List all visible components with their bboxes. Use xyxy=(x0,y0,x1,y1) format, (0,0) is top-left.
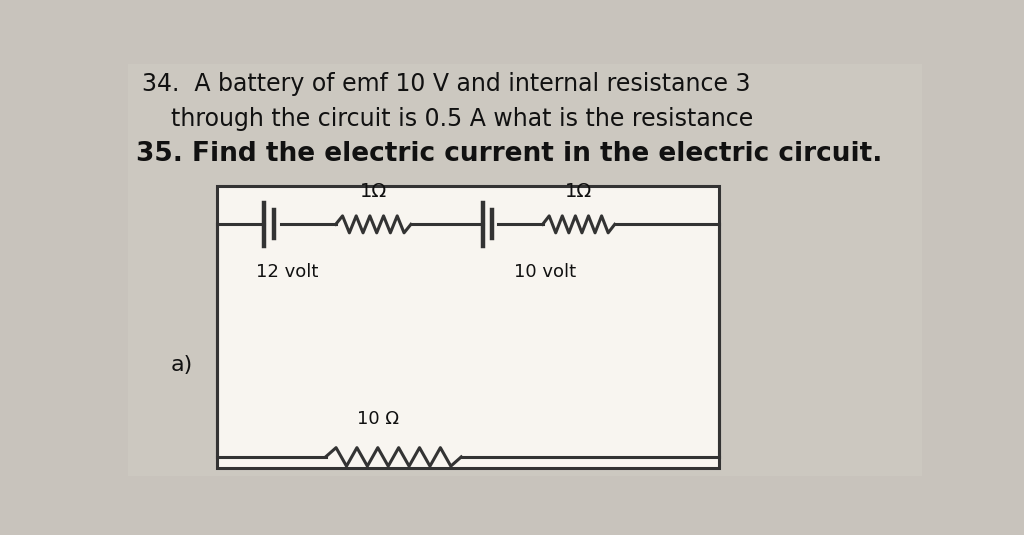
Text: a): a) xyxy=(171,355,193,374)
Text: 34.  A battery of emf 10 V and internal resistance 3: 34. A battery of emf 10 V and internal r… xyxy=(142,72,751,96)
Text: 10 Ω: 10 Ω xyxy=(357,410,399,427)
Bar xyxy=(217,186,719,469)
Text: 1Ω: 1Ω xyxy=(359,182,387,201)
Text: 1Ω: 1Ω xyxy=(565,182,592,201)
Text: 10 volt: 10 volt xyxy=(514,263,577,281)
Text: through the circuit is 0.5 A what is the resistance: through the circuit is 0.5 A what is the… xyxy=(171,106,753,131)
Text: 35. Find the electric current in the electric circuit.: 35. Find the electric current in the ele… xyxy=(136,141,882,167)
Text: 12 volt: 12 volt xyxy=(256,263,318,281)
